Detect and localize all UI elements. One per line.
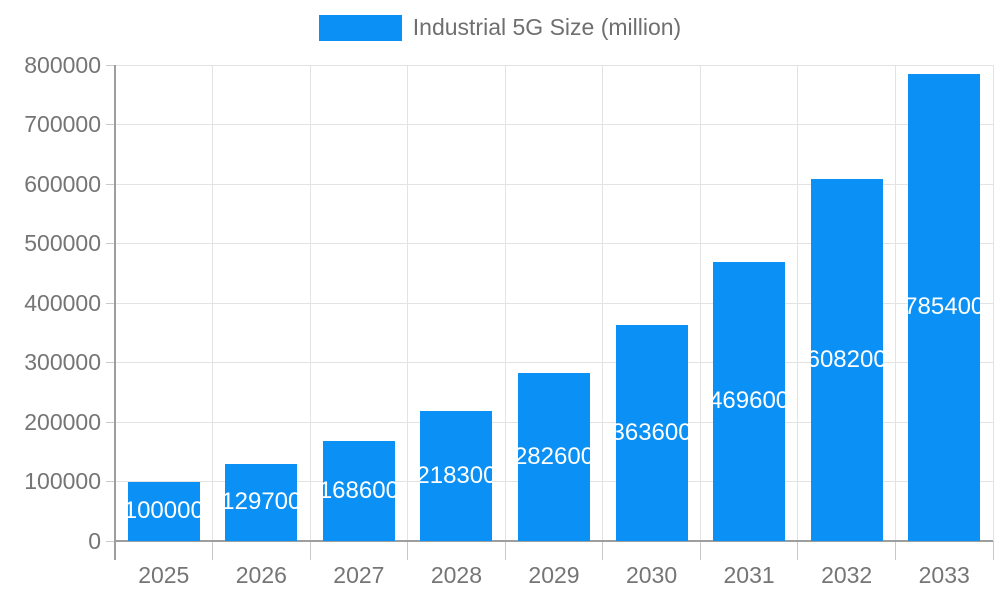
legend-label: Industrial 5G Size (million) [412, 14, 682, 40]
x-gridline [504, 65, 506, 541]
y-axis-line [114, 65, 116, 560]
x-axis-tick-label: 2029 [528, 562, 580, 588]
x-gridline [602, 65, 604, 541]
bar-2025[interactable] [127, 481, 200, 541]
bar-value-label: 785400 [908, 293, 981, 321]
x-tick-mark [797, 541, 799, 560]
x-gridline [407, 65, 409, 541]
y-tick-mark [106, 421, 115, 423]
y-axis-tick-label: 400000 [24, 289, 101, 316]
bar-value-label: 168600 [322, 476, 395, 504]
y-tick-mark [106, 362, 115, 363]
chart-legend: Industrial 5G Size (million) [0, 14, 1000, 41]
y-gridline [115, 124, 993, 125]
x-tick-mark [699, 541, 701, 560]
y-gridline [115, 64, 993, 66]
bar-2033[interactable] [908, 73, 981, 541]
y-tick-mark [106, 64, 115, 66]
y-gridline [115, 362, 993, 363]
x-gridline [212, 65, 214, 541]
bar-2028[interactable] [420, 411, 493, 541]
y-tick-mark [106, 183, 115, 185]
bar-value-label: 218300 [420, 462, 493, 490]
x-axis-tick-label: 2028 [430, 562, 483, 588]
y-gridline [115, 183, 993, 185]
legend-swatch [318, 14, 402, 41]
x-gridline [992, 65, 994, 541]
x-tick-mark [894, 541, 896, 560]
bar-2031[interactable] [713, 261, 786, 541]
x-tick-mark [504, 541, 506, 560]
x-gridline [309, 65, 311, 541]
y-axis-tick-label: 600000 [24, 170, 101, 197]
x-axis-tick-label: 2027 [333, 562, 385, 588]
y-axis-tick-label: 700000 [24, 111, 101, 137]
x-gridline [894, 65, 896, 541]
x-gridline [797, 65, 799, 541]
x-tick-mark [309, 541, 311, 560]
x-gridline [699, 65, 701, 541]
x-axis-tick-label: 2026 [235, 562, 287, 588]
y-axis-tick-label: 800000 [24, 51, 101, 78]
y-tick-mark [106, 243, 115, 244]
bar-2032[interactable] [810, 179, 883, 541]
bar-value-label: 469600 [713, 387, 786, 415]
x-axis-line [115, 540, 993, 542]
y-tick-mark [106, 540, 115, 542]
y-axis-tick-label: 0 [88, 527, 101, 554]
y-axis-tick-label: 100000 [24, 468, 101, 494]
bar-2026[interactable] [225, 463, 298, 541]
y-gridline [115, 243, 993, 244]
x-axis-tick-label: 2030 [625, 562, 678, 588]
bar-value-label: 363600 [615, 418, 688, 446]
y-tick-mark [106, 481, 115, 482]
y-tick-mark [106, 124, 115, 125]
y-gridline [115, 302, 993, 304]
bar-value-label: 100000 [127, 497, 200, 525]
bar-value-label: 282600 [518, 442, 590, 470]
x-axis-tick-label: 2025 [138, 562, 190, 588]
x-axis-tick-label: 2033 [918, 562, 970, 588]
x-tick-mark [992, 541, 994, 560]
x-axis-tick-label: 2032 [821, 562, 873, 588]
y-axis-tick-label: 200000 [24, 408, 101, 435]
bar-2030[interactable] [615, 324, 688, 541]
bar-value-label: 129700 [225, 488, 298, 516]
y-axis-tick-label: 500000 [24, 230, 101, 256]
bar-2029[interactable] [518, 372, 590, 541]
x-tick-mark [212, 541, 214, 560]
bar-2027[interactable] [322, 440, 395, 541]
x-tick-mark [407, 541, 409, 560]
x-axis-tick-label: 2031 [723, 562, 775, 588]
x-tick-mark [602, 541, 604, 560]
y-tick-mark [106, 302, 115, 304]
y-axis-tick-label: 300000 [24, 349, 101, 375]
bar-value-label: 608200 [810, 346, 883, 374]
